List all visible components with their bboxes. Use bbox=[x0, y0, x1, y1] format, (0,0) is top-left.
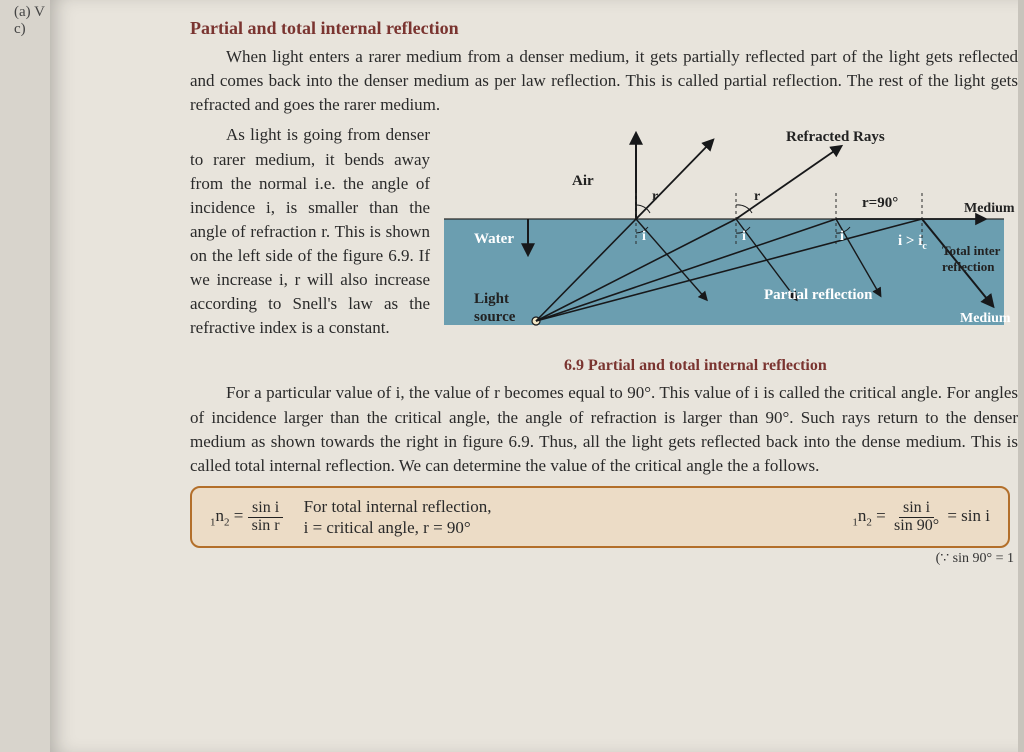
label-i-1: i bbox=[642, 229, 646, 245]
margin-label-a: (a) V bbox=[14, 4, 45, 21]
label-total-1: Total inter bbox=[942, 243, 1000, 259]
label-source: source bbox=[474, 309, 515, 326]
label-i-gt-ic: i > ic bbox=[898, 233, 927, 252]
label-air: Air bbox=[572, 173, 594, 190]
label-refracted-rays: Refracted Rays bbox=[786, 129, 885, 146]
label-partial-reflection: Partial reflection bbox=[764, 287, 872, 304]
section-heading: Partial and total internal reflection bbox=[190, 18, 1024, 39]
paragraph-critical-angle: For a particular value of i, the value o… bbox=[190, 381, 1024, 478]
label-i-3: i bbox=[840, 229, 844, 245]
label-medium-upper: Medium bbox=[964, 201, 1015, 217]
margin-label-c: c) bbox=[14, 21, 45, 38]
figure-6-9: Refracted Rays Air Water Light source Pa… bbox=[444, 123, 1004, 353]
label-i-2: i bbox=[742, 229, 746, 245]
formula-lhs-1: 1n2 = sin isin r bbox=[210, 500, 284, 535]
paragraph-intro: When light enters a rarer medium from a … bbox=[190, 45, 1024, 117]
page: Partial and total internal reflection Wh… bbox=[50, 0, 1024, 752]
label-r-2: r bbox=[754, 189, 760, 205]
formula-rhs: 1n2 = sin isin 90° = sin i bbox=[852, 500, 990, 535]
label-r-1: r bbox=[652, 189, 658, 205]
formula-corner-note: (∵ sin 90° = 1 bbox=[190, 550, 1024, 567]
label-total-2: reflection bbox=[942, 259, 994, 275]
page-edge bbox=[1018, 0, 1024, 752]
paragraph-wrap: As light is going from denser to rarer m… bbox=[190, 123, 430, 375]
label-light: Light bbox=[474, 291, 509, 308]
text-figure-row: As light is going from denser to rarer m… bbox=[190, 123, 1024, 375]
formula-mid-text: For total internal reflection, i = criti… bbox=[304, 496, 492, 539]
figure-caption: 6.9 Partial and total internal reflectio… bbox=[564, 357, 1024, 375]
formula-box: 1n2 = sin isin r For total internal refl… bbox=[190, 486, 1010, 549]
label-medium-lower: Medium bbox=[960, 311, 1011, 327]
label-r90: r=90° bbox=[862, 195, 898, 212]
label-water: Water bbox=[474, 231, 514, 248]
